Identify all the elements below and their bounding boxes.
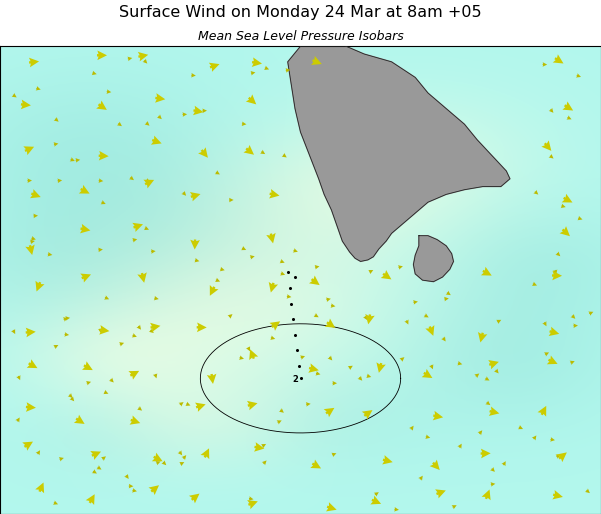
Text: Mean Sea Level Pressure Isobars: Mean Sea Level Pressure Isobars xyxy=(198,30,403,43)
Polygon shape xyxy=(288,46,510,262)
Text: 2: 2 xyxy=(292,375,298,384)
Text: Surface Wind on Monday 24 Mar at 8am +05: Surface Wind on Monday 24 Mar at 8am +05 xyxy=(119,6,482,21)
Polygon shape xyxy=(413,236,454,282)
